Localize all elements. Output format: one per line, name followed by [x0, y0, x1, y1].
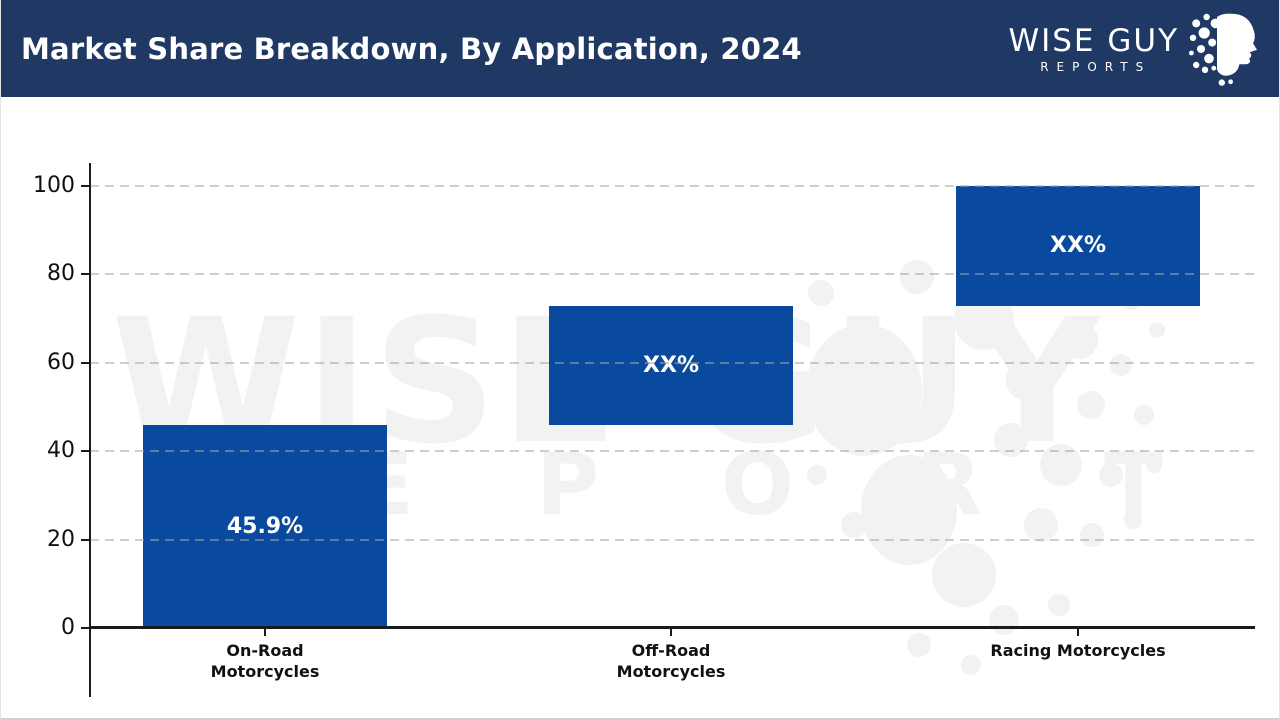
x-category-label-3: Racing Motorcycles [990, 641, 1166, 660]
y-tick-label-80: 80 [47, 261, 75, 287]
y-tick-label-60: 60 [47, 349, 75, 375]
waterfall-chart: WISE GUY R E P O R T S 45.9%XX%XX% 02040… [1, 97, 1279, 718]
x-category-label-2: Off-Road Motorcycles [616, 641, 726, 681]
y-tick-mark-20 [81, 538, 90, 541]
header: Market Share Breakdown, By Application, … [1, 0, 1279, 97]
y-tick-label-0: 0 [61, 615, 75, 640]
wise-guy-reports-logo: WISE GUY REPORTS [1008, 9, 1279, 89]
y-tick-mark-60 [81, 361, 90, 364]
x-tick-mark-3 [1077, 628, 1079, 636]
logo-wordmark-block: WISE GUY REPORTS [1008, 24, 1179, 74]
page-title: Market Share Breakdown, By Application, … [21, 31, 802, 66]
gridline-80 [90, 273, 1255, 276]
x-category-label-1: On-Road Motorcycles [210, 641, 320, 681]
logo-wordmark: WISE GUY [1008, 22, 1179, 59]
y-tick-mark-40 [81, 450, 90, 453]
gridline-100 [90, 185, 1255, 187]
bar-value-label: XX% [1050, 233, 1106, 259]
y-tick-mark-80 [81, 273, 90, 276]
logo-subtext: REPORTS [1040, 59, 1152, 74]
x-axis-line [89, 626, 1255, 629]
logo-face-icon [1189, 13, 1257, 86]
y-tick-label-100: 100 [33, 173, 75, 198]
bar-1: 45.9% [143, 425, 387, 628]
bar-2: XX% [549, 305, 793, 426]
bar-value-label: XX% [643, 352, 699, 378]
y-tick-mark-100 [81, 185, 90, 187]
x-tick-mark-2 [670, 628, 672, 636]
gridline-60 [90, 361, 1255, 364]
bar-value-label: 45.9% [226, 514, 304, 540]
gridline-20 [90, 538, 1255, 541]
y-axis-line [89, 163, 91, 697]
bar-3: XX% [956, 186, 1200, 306]
x-tick-mark-1 [264, 628, 266, 636]
y-tick-label-40: 40 [47, 438, 75, 464]
gridline-40 [90, 450, 1255, 453]
y-tick-label-20: 20 [47, 526, 75, 552]
y-tick-mark-0 [81, 627, 90, 629]
